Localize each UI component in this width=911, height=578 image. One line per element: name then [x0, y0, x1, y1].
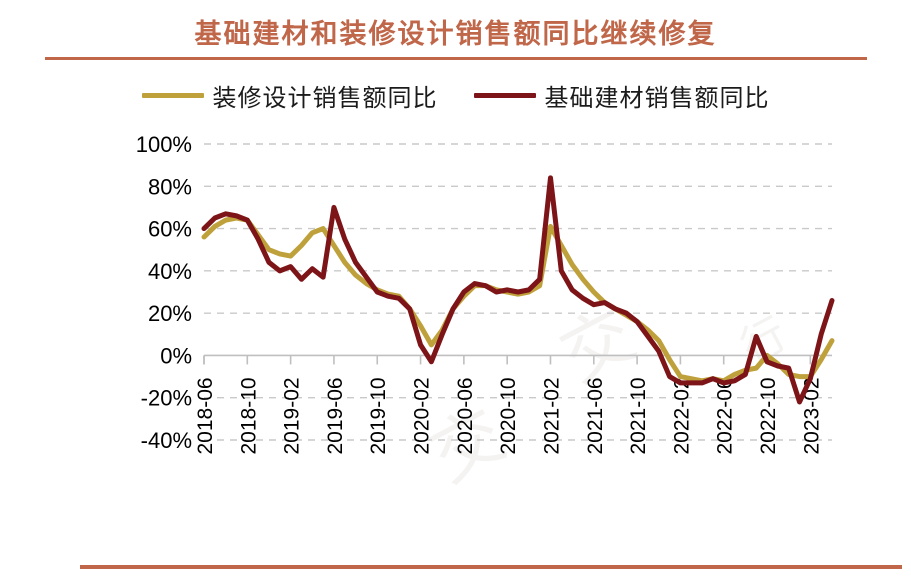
- x-axis-tick-label: 2020-10: [497, 377, 520, 454]
- legend-label-basic-materials: 基础建材销售额同比: [544, 86, 770, 113]
- x-axis-tick-label: 2021-10: [627, 377, 650, 454]
- x-axis-ticks: 2018-06 2018-10 2019-02 2019-06 2019-10 2020-…: [194, 355, 823, 455]
- y-axis-tick-label: -20%: [141, 386, 192, 411]
- line-chart-svg: 100% 80% 60% 40% 20% 0% -20% -40% 2018-06 2018-1…: [136, 132, 835, 455]
- y-axis-tick-label: 100%: [136, 132, 192, 157]
- legend-item-basic-materials[interactable]: 基础建材销售额同比: [473, 78, 770, 113]
- x-axis-tick-label: 2022-06: [714, 377, 737, 454]
- title-divider: [44, 57, 867, 61]
- y-axis-ticks: 100% 80% 60% 40% 20% 0% -20% -40%: [136, 132, 192, 453]
- page-title: 基础建材和装修设计销售额同比继续修复: [194, 19, 717, 49]
- x-axis-tick-label: 2019-10: [367, 377, 390, 454]
- x-axis-tick-label: 2021-02: [540, 377, 563, 454]
- x-axis-tick-label: 2019-02: [281, 377, 304, 454]
- series-line: [201, 215, 835, 384]
- x-axis-tick-label: 2020-06: [454, 377, 477, 454]
- y-axis-tick-label: 60%: [148, 217, 192, 242]
- y-axis-tick-label: 20%: [148, 301, 192, 326]
- x-axis-tick-label: 2021-06: [584, 377, 607, 454]
- series-line: [201, 175, 835, 405]
- x-axis-tick-label: 2023-02: [800, 377, 823, 454]
- bottom-divider: [80, 565, 902, 569]
- y-axis-tick-label: 0%: [160, 343, 192, 368]
- y-axis-tick-label: -40%: [141, 428, 192, 453]
- chart-plot-area: 交 交 行 100% 80% 60% 40% 20% 0% -20% -40% 2018-06…: [0, 130, 911, 560]
- chart-legend: 装修设计销售额同比 基础建材销售额同比: [0, 78, 911, 113]
- line-swatch-icon-darkred: [473, 93, 536, 99]
- x-axis-tick-label: 2022-02: [670, 377, 693, 454]
- x-axis-tick-label: 2022-10: [757, 377, 780, 454]
- x-axis-tick-label: 2020-02: [411, 377, 434, 454]
- x-axis-tick-label: 2018-10: [237, 377, 260, 454]
- data-series: [201, 175, 835, 405]
- x-axis-tick-label: 2019-06: [324, 377, 347, 454]
- legend-item-decoration-design[interactable]: 装修设计销售额同比: [141, 78, 438, 113]
- y-axis-tick-label: 80%: [148, 174, 192, 199]
- legend-label-decoration-design: 装修设计销售额同比: [212, 86, 438, 113]
- y-axis-tick-label: 40%: [148, 259, 192, 284]
- line-swatch-icon-gold: [141, 93, 204, 99]
- x-axis-tick-label: 2018-06: [194, 377, 217, 454]
